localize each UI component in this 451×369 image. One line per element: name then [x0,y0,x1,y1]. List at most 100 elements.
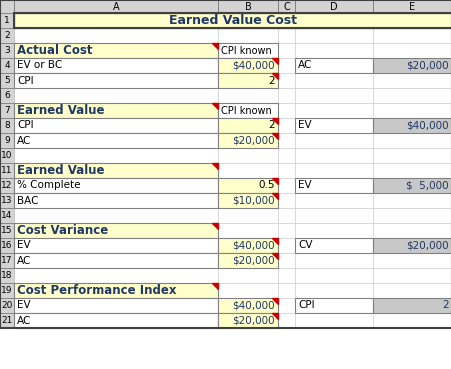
Text: Actual Cost: Actual Cost [17,44,92,57]
Polygon shape [272,73,277,79]
Bar [14,238,217,253]
Bar [14,103,217,118]
Text: 12: 12 [1,181,13,190]
Bar [14,58,217,73]
Bar [217,58,277,73]
Text: EV: EV [297,180,311,190]
Bar [217,178,277,193]
Bar [217,118,277,133]
Text: CPI known: CPI known [221,106,271,115]
Bar [217,298,277,313]
Bar [372,0,451,13]
Text: $  5,000: $ 5,000 [405,180,448,190]
Bar [217,238,277,253]
Bar [295,253,372,268]
Text: 8: 8 [4,121,10,130]
Polygon shape [272,58,277,64]
Text: 10: 10 [1,151,13,160]
Bar [295,268,372,283]
Bar [372,298,451,313]
Bar [14,58,217,73]
Bar [295,118,372,133]
Bar [0,13,14,28]
Text: 6: 6 [4,91,10,100]
Text: AC: AC [17,315,31,325]
Bar [277,13,295,28]
Bar [295,103,372,118]
Bar [0,43,14,58]
Text: 2: 2 [268,76,274,86]
Bar [277,43,295,58]
Text: 4: 4 [4,61,10,70]
Bar [0,28,14,43]
Bar [372,253,451,268]
Bar [217,313,277,328]
Bar [217,253,277,268]
Text: EV: EV [17,300,31,310]
Bar [372,133,451,148]
Bar [14,283,217,298]
Text: $40,000: $40,000 [232,300,274,310]
Polygon shape [212,103,217,109]
Bar [14,238,217,253]
Text: B: B [244,1,251,11]
Bar [217,208,277,223]
Polygon shape [272,193,277,199]
Bar [14,43,217,58]
Bar [372,43,451,58]
Bar [217,283,277,298]
Bar [14,118,217,133]
Bar [14,193,217,208]
Bar [14,133,217,148]
Text: Cost Variance: Cost Variance [17,224,108,237]
Bar [295,193,372,208]
Bar [295,313,372,328]
Bar [0,283,14,298]
Bar [217,178,277,193]
Bar [217,193,277,208]
Bar [217,13,277,28]
Polygon shape [212,223,217,229]
Bar [277,178,295,193]
Bar [295,178,372,193]
Bar [14,223,217,238]
Bar [217,0,277,13]
Bar [14,73,217,88]
Bar [217,103,277,118]
Text: $20,000: $20,000 [405,61,448,70]
Bar [217,313,277,328]
Bar [14,118,217,133]
Text: 15: 15 [1,226,13,235]
Text: 2: 2 [442,300,448,310]
Bar [0,73,14,88]
Bar [0,118,14,133]
Bar [14,208,217,223]
Bar [295,13,372,28]
Text: Cost Performance Index: Cost Performance Index [17,284,176,297]
Text: 2: 2 [4,31,10,40]
Bar [0,133,14,148]
Bar [14,43,217,58]
Bar [277,223,295,238]
Text: 2: 2 [268,121,274,131]
Bar [372,268,451,283]
Bar [295,73,372,88]
Bar [217,148,277,163]
Bar [277,163,295,178]
Bar [14,103,217,118]
Bar [14,253,217,268]
Bar [217,88,277,103]
Bar [295,178,372,193]
Bar [277,193,295,208]
Bar [217,253,277,268]
Bar [217,43,277,58]
Bar [0,223,14,238]
Bar [295,118,372,133]
Polygon shape [272,133,277,139]
Bar [295,298,372,313]
Text: 14: 14 [1,211,13,220]
Text: 1: 1 [4,16,10,25]
Text: $40,000: $40,000 [232,61,274,70]
Bar [372,103,451,118]
Bar [372,28,451,43]
